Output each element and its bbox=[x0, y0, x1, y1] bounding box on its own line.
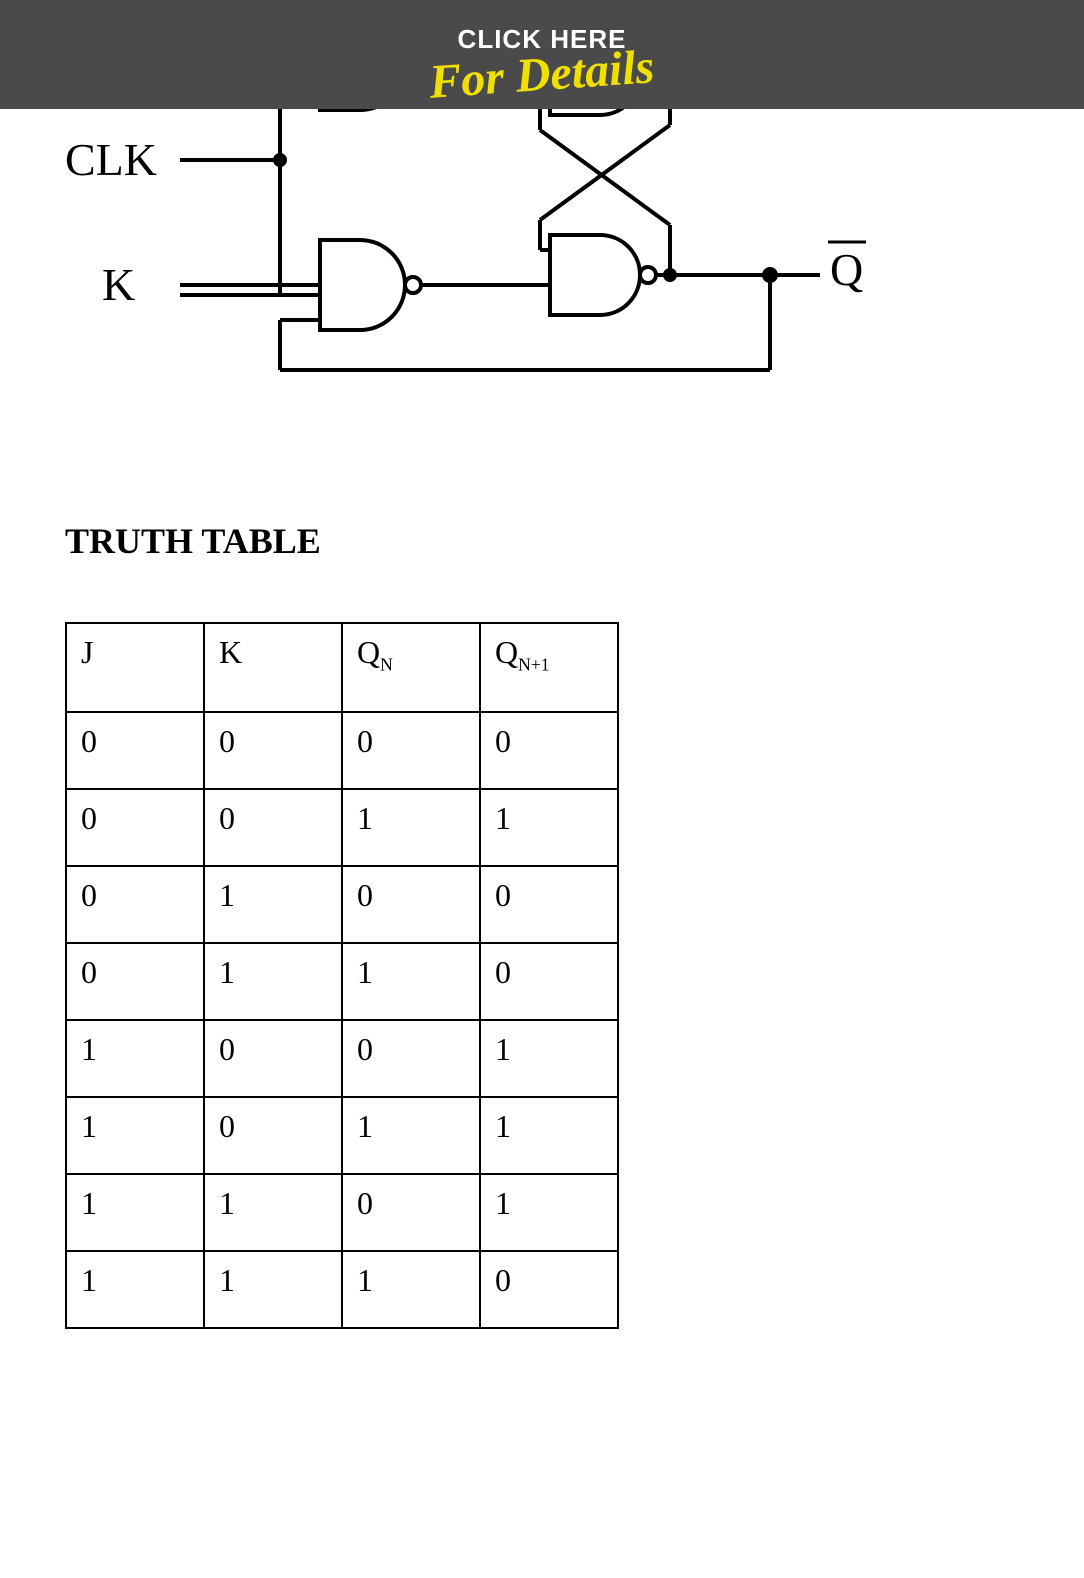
nand-gate-bottom-right bbox=[550, 235, 656, 315]
svg-text:Q: Q bbox=[830, 244, 863, 295]
label-clk: CLK bbox=[65, 134, 157, 185]
table-row: 0 1 0 0 bbox=[66, 866, 618, 943]
col-header-j: J bbox=[66, 623, 204, 712]
truth-table: J K QN QN+1 0 0 0 0 0 bbox=[65, 622, 619, 1329]
col-header-k: K bbox=[204, 623, 342, 712]
label-k: K bbox=[102, 259, 135, 310]
nand-gate-top-left bbox=[320, 20, 421, 110]
table-row: 0 0 0 0 bbox=[66, 712, 618, 789]
label-q: Q bbox=[830, 49, 863, 100]
label-j: J bbox=[105, 29, 123, 80]
truth-table-body: 0 0 0 0 0 0 1 1 0 1 0 0 0 1 1 0 bbox=[66, 712, 618, 1328]
table-row: 1 0 0 1 bbox=[66, 1020, 618, 1097]
truth-table-title: TRUTH TABLE bbox=[65, 520, 1084, 562]
nand-gate-bottom-left bbox=[320, 240, 421, 330]
col-header-qn1: QN+1 bbox=[480, 623, 618, 712]
label-qbar: Q bbox=[828, 242, 866, 295]
table-row: 1 0 1 1 bbox=[66, 1097, 618, 1174]
table-row: 1 1 0 1 bbox=[66, 1174, 618, 1251]
table-row: 0 1 1 0 bbox=[66, 943, 618, 1020]
jk-flipflop-diagram: J CLK K Q Q bbox=[0, 0, 1084, 420]
table-row: 0 0 1 1 bbox=[66, 789, 618, 866]
nand-gate-top-right bbox=[550, 35, 656, 115]
col-header-qn: QN bbox=[342, 623, 480, 712]
table-row: 1 1 1 0 bbox=[66, 1251, 618, 1328]
page-root: CLICK HERE For Details J CLK K Q Q bbox=[0, 0, 1084, 1578]
table-header-row: J K QN QN+1 bbox=[66, 623, 618, 712]
